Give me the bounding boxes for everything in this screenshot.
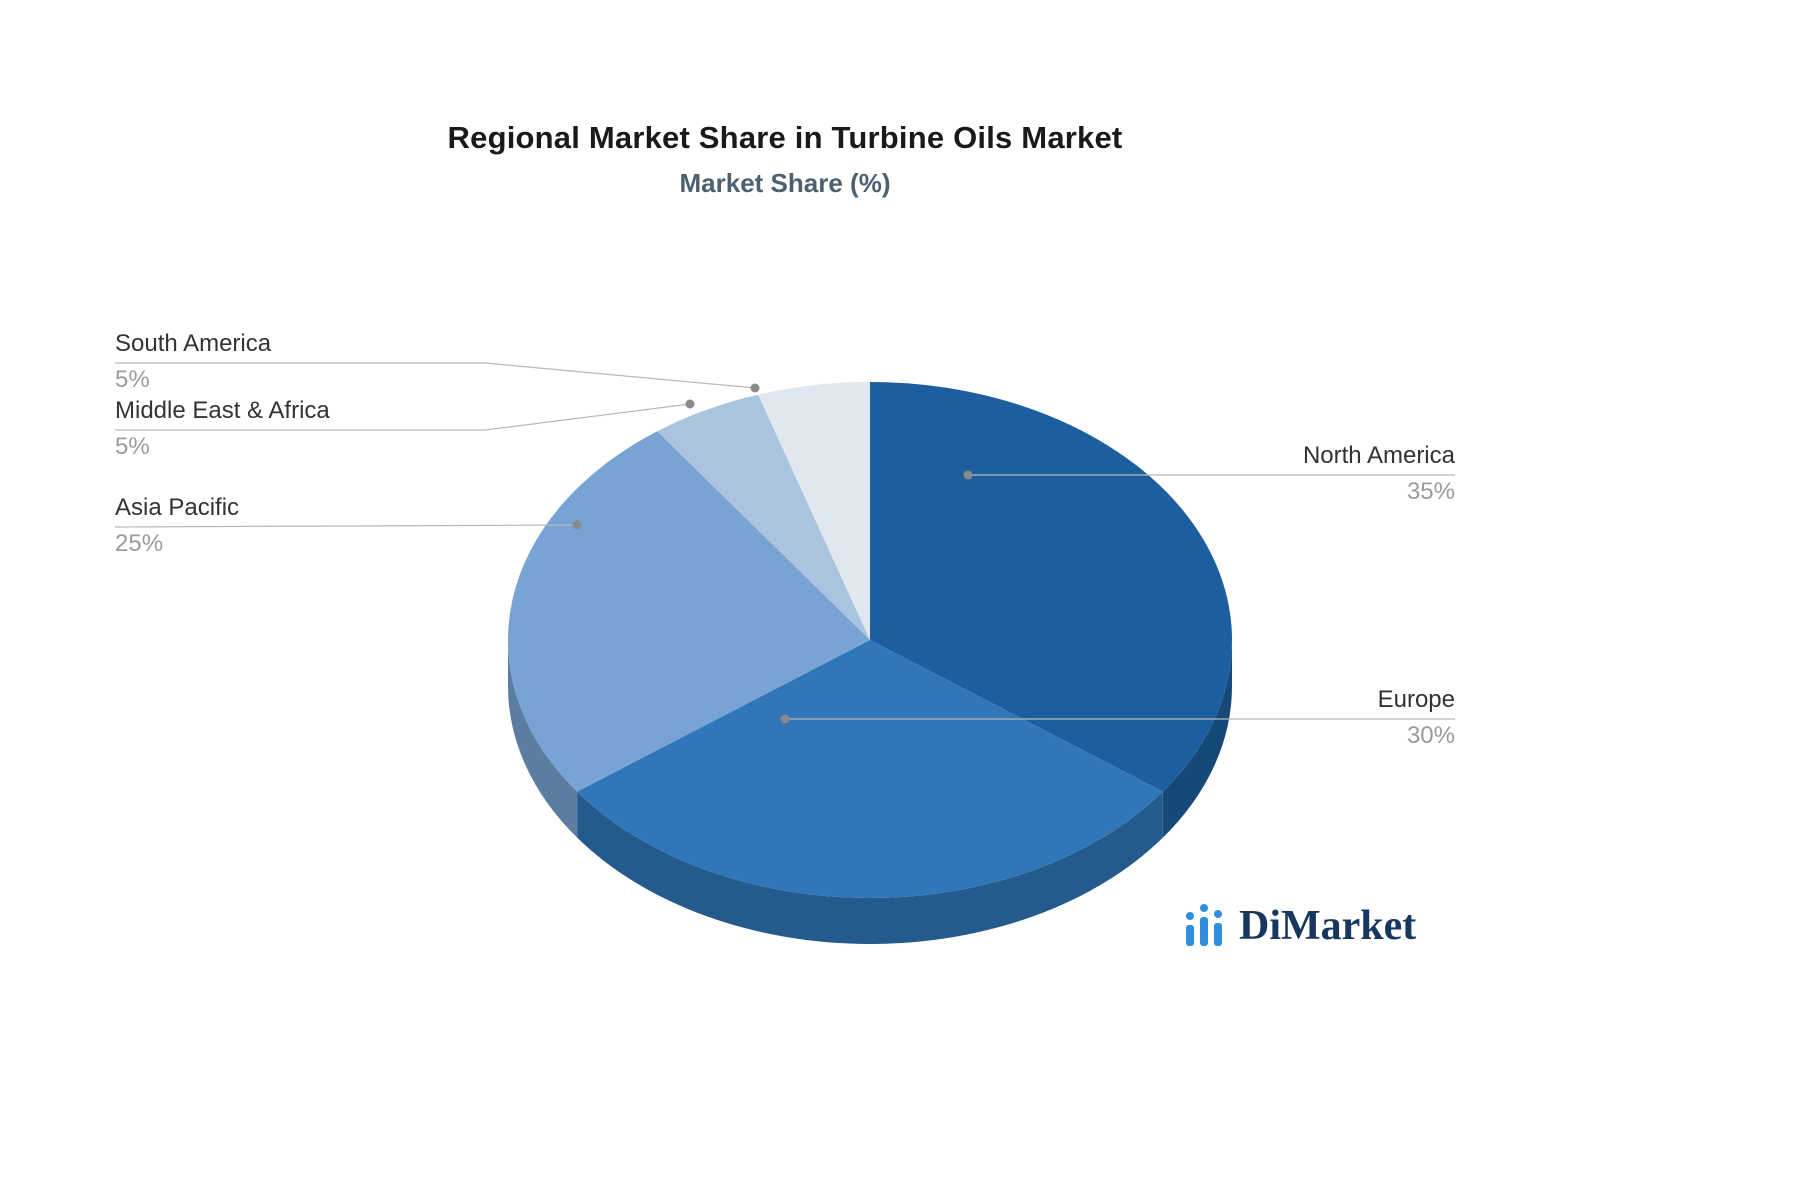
pie-slices — [508, 382, 1233, 945]
connector-dot-asia-pacific — [572, 520, 582, 530]
label-connectors — [114, 362, 1455, 724]
slice-value-asia-pacific: 25% — [115, 530, 164, 557]
pie-slice-europe[interactable] — [577, 640, 1163, 899]
brand-logo-text: DiMarket — [1239, 903, 1417, 949]
slice-value-middle-east-africa: 5% — [115, 433, 150, 460]
slice-value-south-america: 5% — [115, 366, 150, 393]
slice-label-north-america: North America — [1302, 442, 1455, 469]
connector-dot-middle-east-africa — [685, 399, 695, 409]
slice-value-europe: 30% — [1406, 722, 1455, 749]
connector-middle-east-africa — [115, 403, 691, 431]
connector-dot-south-america — [750, 383, 760, 393]
bar-chart-logo-icon — [1186, 904, 1222, 946]
connector-dot-north-america — [963, 470, 973, 480]
connector-asia-pacific — [114, 524, 578, 528]
slice-label-europe: Europe — [1377, 686, 1455, 713]
connector-south-america — [115, 362, 756, 389]
pie-slice-middle-east-africa[interactable] — [657, 394, 870, 640]
chart-subtitle: Market Share (%) — [679, 168, 891, 198]
pie-slice-side-asia-pacific — [508, 640, 578, 838]
pie-slice-side-europe — [577, 791, 1163, 945]
pie-slice-north-america[interactable] — [870, 382, 1233, 792]
chart-title: Regional Market Share in Turbine Oils Ma… — [447, 120, 1123, 155]
pie-slice-south-america[interactable] — [758, 382, 870, 640]
brand-logo: DiMarket — [1183, 903, 1416, 949]
slice-value-north-america: 35% — [1406, 478, 1455, 505]
slice-label-asia-pacific: Asia Pacific — [115, 494, 240, 521]
pie-slice-side-north-america — [1162, 640, 1232, 838]
slice-label-south-america: South America — [115, 330, 272, 357]
connector-dot-europe — [780, 714, 790, 724]
pie-slice-asia-pacific[interactable] — [508, 431, 870, 792]
slice-label-middle-east-africa: Middle East & Africa — [115, 397, 330, 424]
